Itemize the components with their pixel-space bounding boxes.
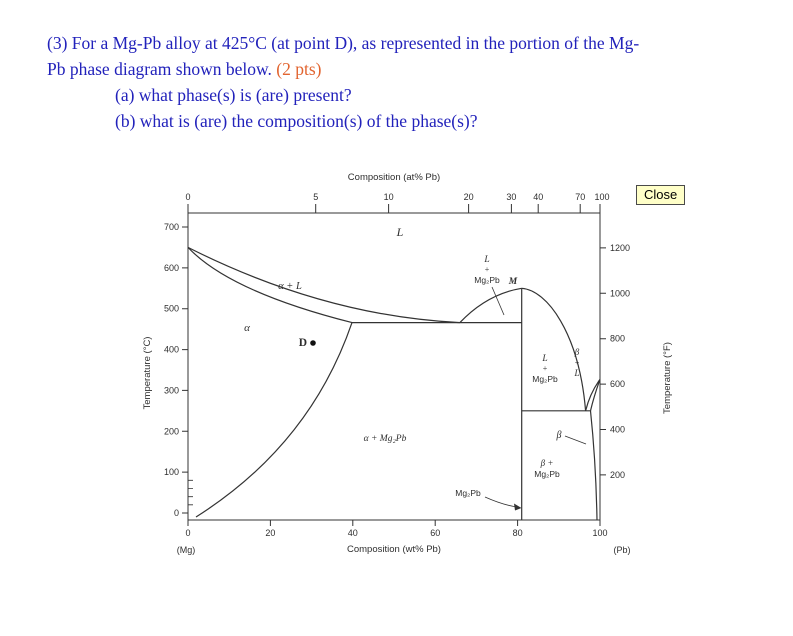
label-alpha: α xyxy=(244,322,250,334)
left-tick-300: 300 xyxy=(164,385,179,395)
mg-solidus-curve xyxy=(187,246,353,324)
right-tick-200: 200 xyxy=(610,470,625,480)
top-axis-ticks xyxy=(187,204,601,213)
phase-diagram-figure: Composition (at% Pb) Composition (wt% Pb… xyxy=(142,172,673,555)
label-beta-plus-mg2pb-2: Mg₂Pb xyxy=(534,469,560,479)
alpha-solvus-curve xyxy=(195,322,353,518)
label-beta-plus-mg2pb-1: β + xyxy=(540,458,554,468)
plot-border xyxy=(187,212,601,521)
top-tick-5: 5 xyxy=(313,192,318,202)
label-alpha-plus-l: α + L xyxy=(278,281,302,292)
top-axis-title: Composition (at% Pb) xyxy=(348,172,440,183)
top-tick-70: 70 xyxy=(575,192,585,202)
pb-solidus-curve xyxy=(589,379,601,411)
bottom-tick-20: 20 xyxy=(265,528,275,538)
bottom-tick-40: 40 xyxy=(348,528,358,538)
left-tick-0: 0 xyxy=(174,508,179,518)
beta-solvus-curve xyxy=(589,410,598,521)
bottom-tick-0: 0 xyxy=(185,528,190,538)
top-tick-30: 30 xyxy=(506,192,516,202)
mg2pb-arrowhead xyxy=(514,503,522,511)
mg2pb-label-leader xyxy=(484,496,518,508)
liquidus-to-m-curve xyxy=(459,287,522,324)
left-tick-700: 700 xyxy=(164,222,179,232)
question-part-b: (b) what is (are) the composition(s) of … xyxy=(115,111,478,131)
left-tick-500: 500 xyxy=(164,304,179,314)
point-d-marker xyxy=(310,340,316,346)
right-tick-400: 400 xyxy=(610,425,625,435)
bottom-tick-80: 80 xyxy=(513,528,523,538)
mg-end-label: (Mg) xyxy=(177,545,196,555)
label-beta-plus-l-1: β xyxy=(574,347,580,357)
beta-label-leader xyxy=(564,435,587,445)
label-l-mg2pb-right-2: + xyxy=(542,364,547,373)
question-part-a: (a) what phase(s) is (are) present? xyxy=(115,85,352,105)
label-beta-plus-l-2: + xyxy=(574,358,579,367)
pb-liquidus-curve xyxy=(585,379,601,411)
right-tick-600: 600 xyxy=(610,379,625,389)
label-l-mg2pb-right-3: Mg₂Pb xyxy=(532,374,558,384)
right-tick-1000: 1000 xyxy=(610,288,630,298)
label-mg2pb-compound: Mg₂Pb xyxy=(455,488,481,498)
l-mg2pb-left-leader xyxy=(491,286,505,316)
close-button[interactable]: Close xyxy=(636,185,686,205)
top-tick-20: 20 xyxy=(464,192,474,202)
left-axis-minor-ticks xyxy=(188,479,193,506)
right-axis-ticks xyxy=(600,247,606,476)
left-axis-title: Temperature (°C) xyxy=(142,337,153,410)
label-alpha-plus-mg2pb: α + Mg₂Pb xyxy=(364,434,407,444)
liquidus-m-to-e2-curve xyxy=(521,287,587,411)
bottom-axis-ticks xyxy=(187,520,601,526)
label-liquid: L xyxy=(396,225,404,239)
label-l-mg2pb-right-1: L xyxy=(541,354,547,364)
label-beta: β xyxy=(556,430,562,441)
top-tick-10: 10 xyxy=(384,192,394,202)
left-tick-100: 100 xyxy=(164,467,179,477)
left-axis-ticks xyxy=(182,226,188,514)
question-line-2: Pb phase diagram shown below. (2 pts) xyxy=(47,56,762,82)
mg-liquidus-curve xyxy=(187,246,460,324)
bottom-tick-100: 100 xyxy=(592,528,607,538)
top-tick-40: 40 xyxy=(533,192,543,202)
question-block: (3) For a Mg-Pb alloy at 425°C (at point… xyxy=(47,30,762,134)
right-axis-title: Temperature (°F) xyxy=(662,342,673,414)
right-tick-1200: 1200 xyxy=(610,243,630,253)
label-l-mg2pb-left-1: L xyxy=(483,255,489,265)
question-line-1: (3) For a Mg-Pb alloy at 425°C (at point… xyxy=(47,33,640,53)
label-l-mg2pb-left-2: + xyxy=(484,265,489,274)
left-tick-200: 200 xyxy=(164,426,179,436)
bottom-tick-60: 60 xyxy=(430,528,440,538)
point-d-label: D xyxy=(299,337,307,349)
label-beta-plus-l-3: L xyxy=(573,368,579,378)
right-tick-800: 800 xyxy=(610,334,625,344)
label-l-mg2pb-left-3: Mg₂Pb xyxy=(474,275,500,285)
question-points: (2 pts) xyxy=(276,59,322,79)
pb-end-label: (Pb) xyxy=(613,545,630,555)
label-m-point: M xyxy=(508,277,518,287)
left-tick-400: 400 xyxy=(164,345,179,355)
question-line-2-text: Pb phase diagram shown below. xyxy=(47,59,277,79)
top-tick-0: 0 xyxy=(185,192,190,202)
phase-boundaries xyxy=(187,246,601,521)
left-tick-600: 600 xyxy=(164,263,179,273)
top-tick-100: 100 xyxy=(594,192,609,202)
bottom-axis-title: Composition (wt% Pb) xyxy=(347,544,441,555)
